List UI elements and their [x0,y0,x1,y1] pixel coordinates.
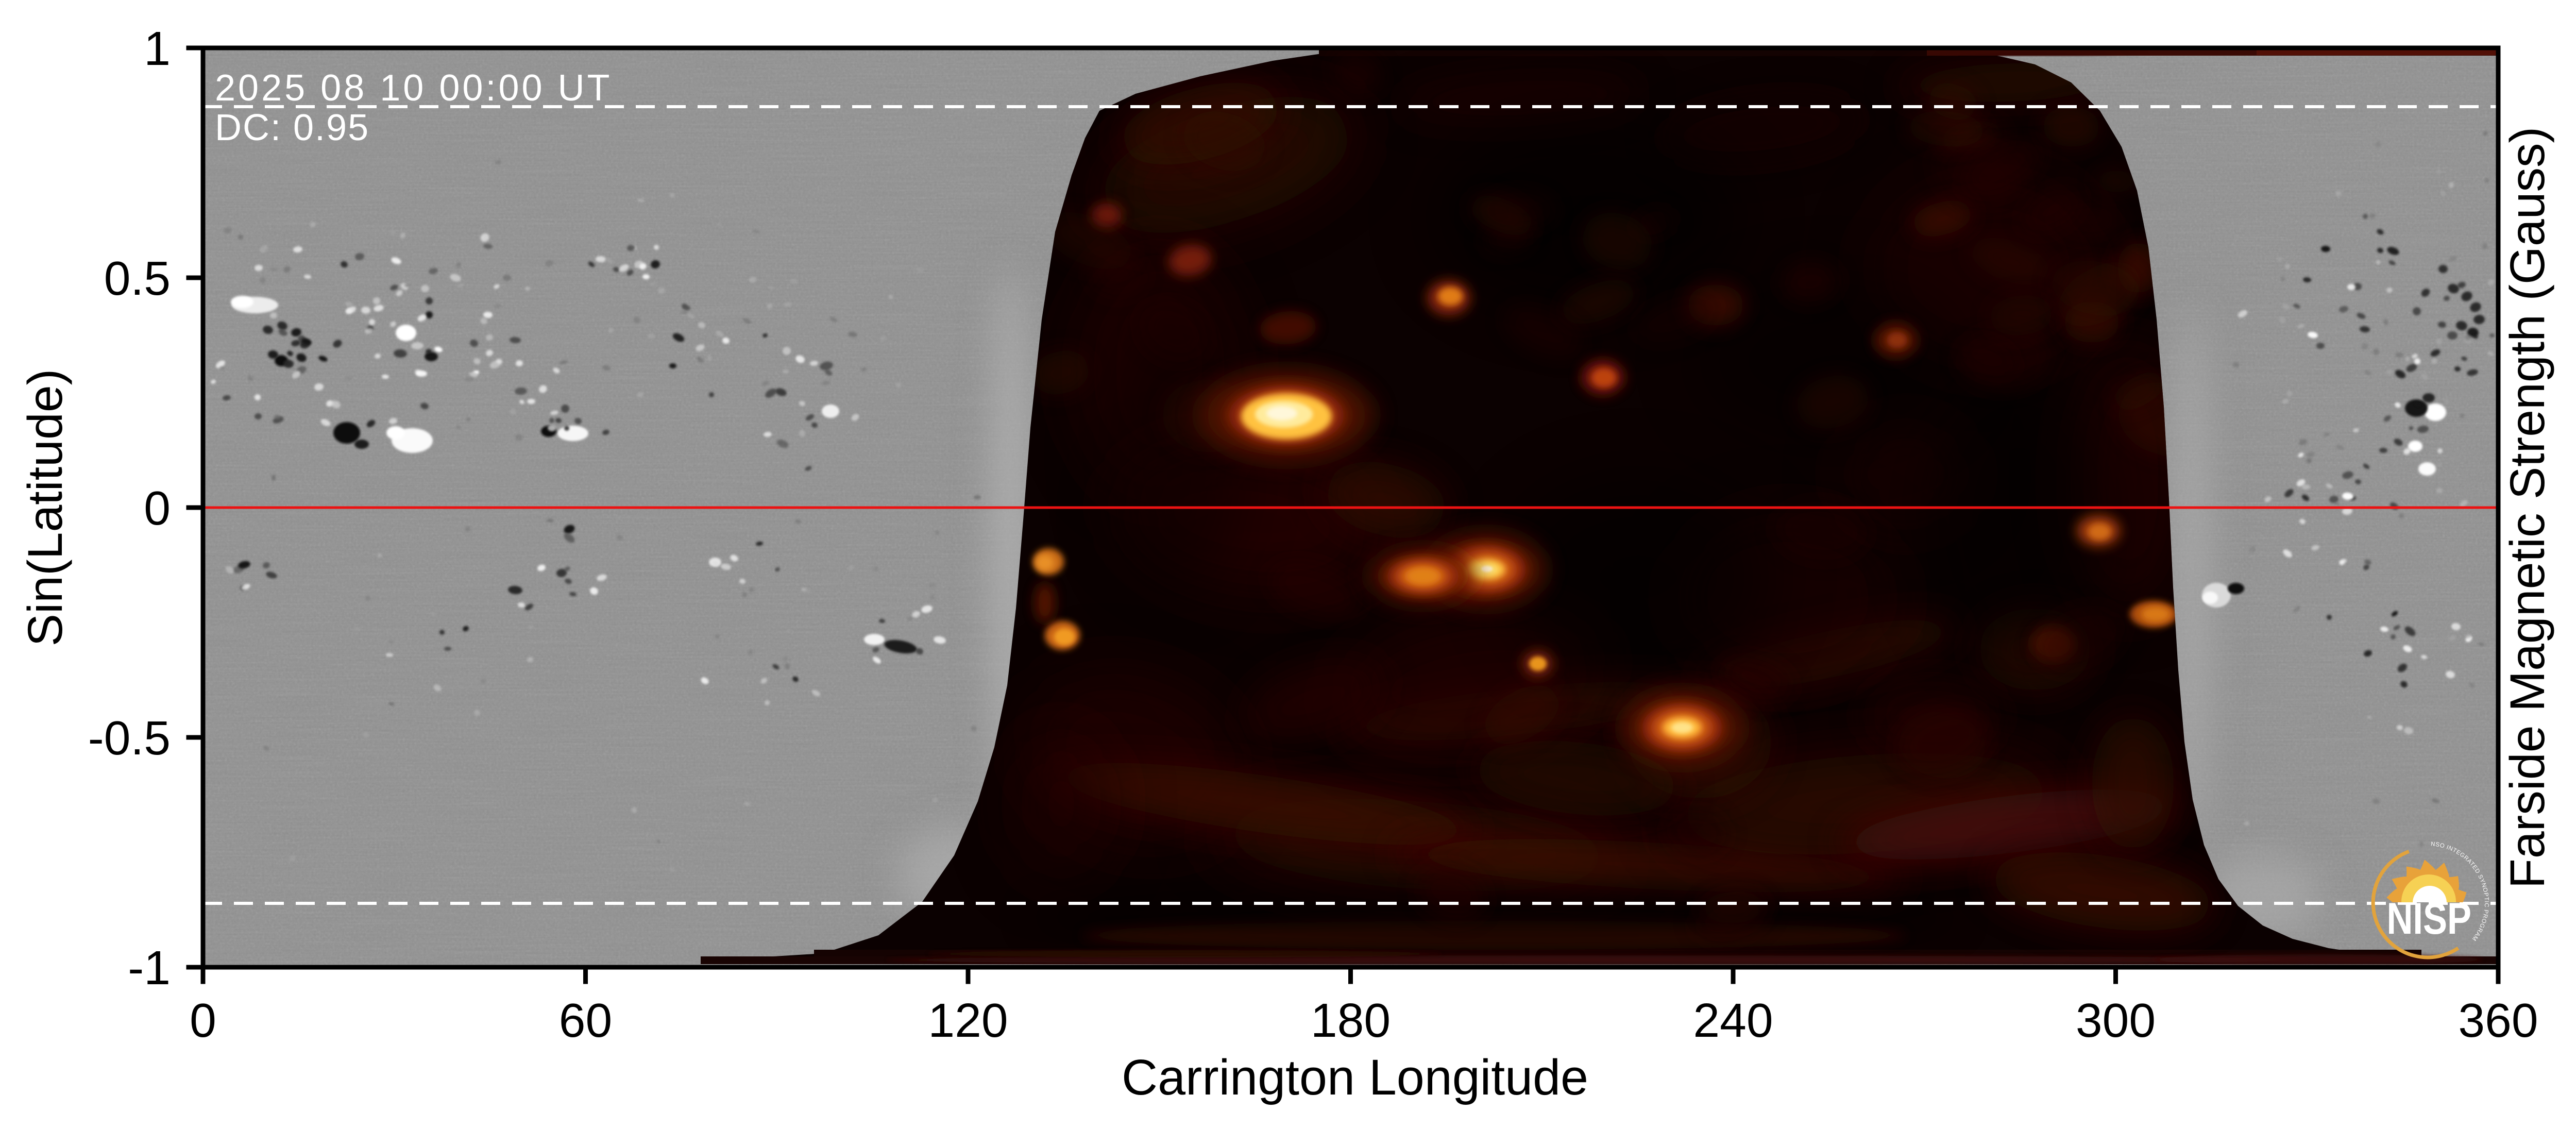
svg-text:60: 60 [559,994,612,1047]
svg-text:360: 360 [2458,994,2538,1047]
svg-text:2025 08 10 00:00 UT: 2025 08 10 00:00 UT [215,68,613,109]
svg-text:NISP: NISP [2386,894,2471,943]
svg-text:300: 300 [2076,994,2156,1047]
svg-text:0: 0 [190,994,216,1047]
svg-text:Sin(Latitude): Sin(Latitude) [18,369,73,647]
svg-text:DC: 0.95: DC: 0.95 [215,107,369,148]
svg-text:0: 0 [144,481,171,535]
svg-text:180: 180 [1311,994,1391,1047]
svg-text:Carrington Longitude: Carrington Longitude [1122,1049,1588,1105]
svg-text:-0.5: -0.5 [88,711,171,765]
svg-text:0.5: 0.5 [104,251,171,305]
svg-text:1: 1 [144,22,171,75]
svg-text:240: 240 [1693,994,1773,1047]
svg-text:-1: -1 [128,941,171,995]
svg-text:Farside Magnetic Strength (Gau: Farside Magnetic Strength (Gauss) [2500,127,2555,888]
svg-text:120: 120 [928,994,1008,1047]
